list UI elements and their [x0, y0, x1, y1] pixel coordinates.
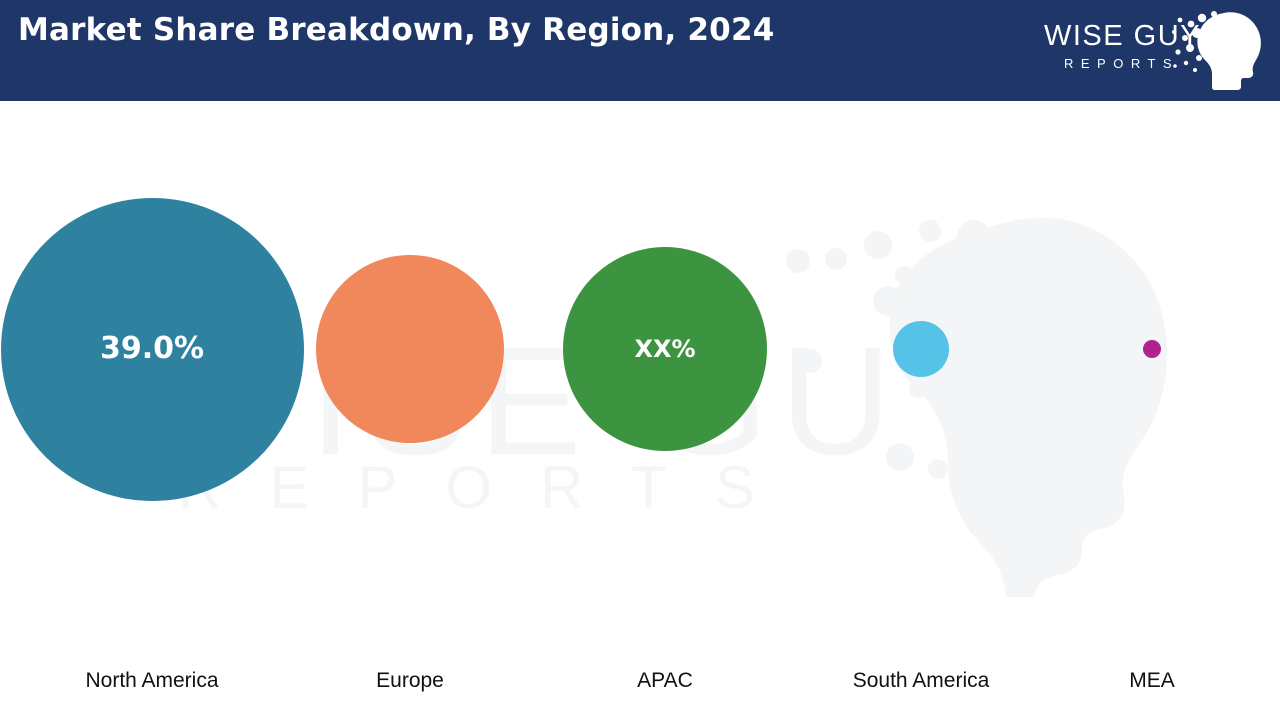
bubble-mea[interactable]	[1143, 340, 1161, 358]
category-label-south-america: South America	[852, 669, 990, 692]
category-label-north-america: North America	[85, 669, 219, 692]
logo-wordmark: WISE GUY	[1044, 20, 1202, 52]
bubble-south-america[interactable]	[893, 321, 949, 377]
watermark-subword: REPORTS	[178, 454, 803, 521]
chart-plot-area: WISE GUY REPORTS	[0, 101, 1280, 720]
category-label-europe: Europe	[376, 669, 444, 692]
bubble-europe[interactable]	[316, 255, 504, 443]
bubble-north-america[interactable]: 39.0%	[0, 197, 304, 501]
bubble-apac[interactable]: XX%	[563, 247, 767, 451]
brand-logo: WISE GUY REPORTS	[1038, 8, 1266, 92]
head-silhouette-watermark	[786, 217, 1168, 598]
page-title: Market Share Breakdown, By Region, 2024	[18, 12, 775, 48]
head-silhouette-icon	[1172, 11, 1261, 91]
category-label-mea: MEA	[1129, 669, 1175, 692]
logo-subword: REPORTS	[1064, 56, 1180, 71]
header-bar: Market Share Breakdown, By Region, 2024 …	[0, 0, 1280, 101]
bubble-value-label: 39.0%	[99, 331, 205, 366]
category-label-apac: APAC	[637, 669, 693, 692]
bubble-value-label: XX%	[634, 335, 696, 363]
